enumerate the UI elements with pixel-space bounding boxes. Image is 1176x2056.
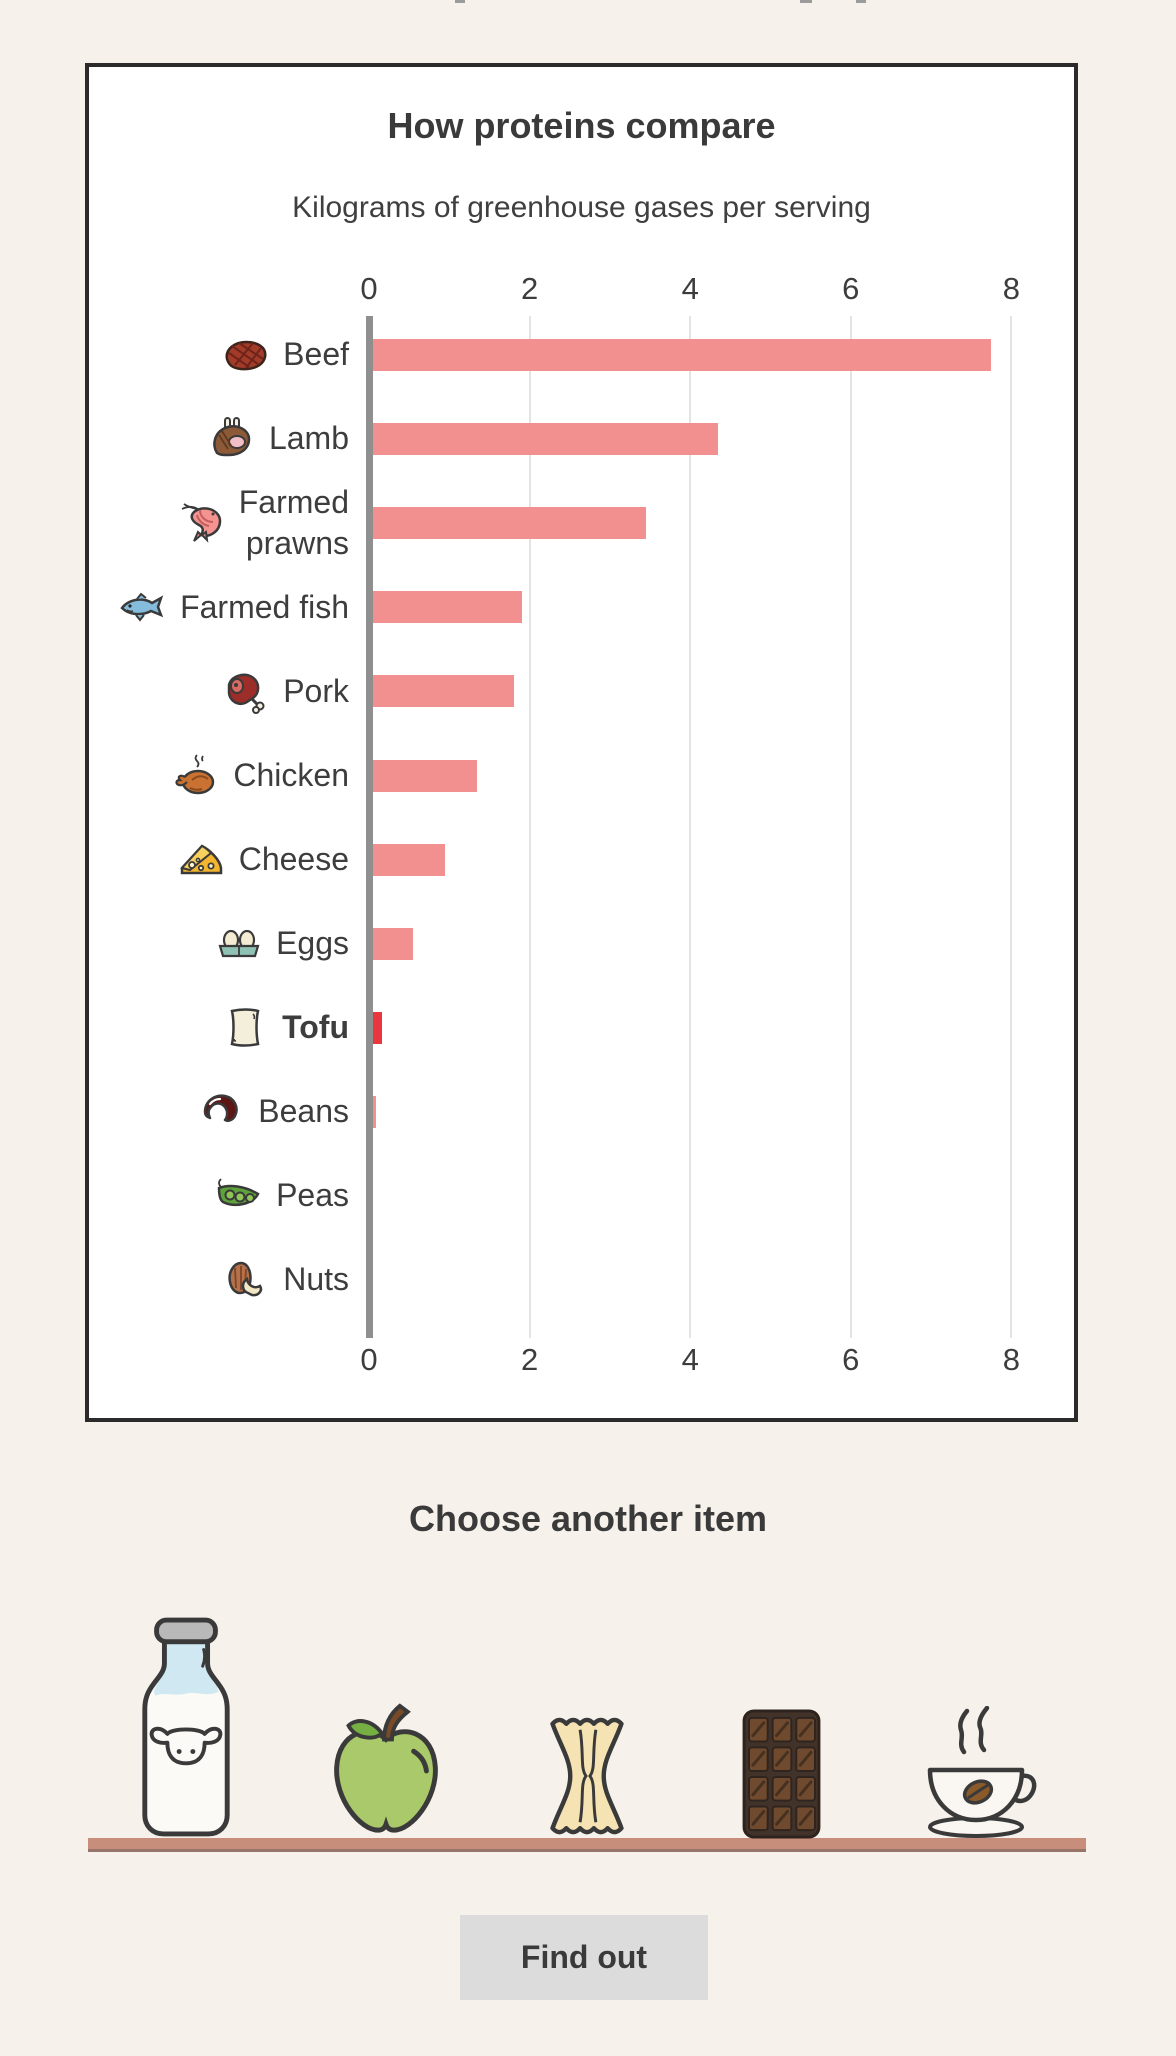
bean-icon — [197, 1088, 245, 1136]
row-label-farmed-fish: Farmed fish — [89, 565, 349, 649]
gridline-4 — [689, 316, 692, 1338]
bar-eggs — [373, 927, 414, 960]
shelf-item-milk-bottle[interactable] — [135, 1614, 237, 1840]
shelf-item-chocolate-bar[interactable] — [741, 1708, 822, 1840]
gridline-2 — [528, 316, 531, 1338]
chart-title: How proteins compare — [387, 105, 776, 146]
row-label-lamb: Lamb — [89, 397, 349, 481]
shelf-item-pasta[interactable] — [540, 1714, 632, 1840]
shelf-item-apple[interactable] — [326, 1700, 446, 1840]
category-label: Peas — [276, 1177, 349, 1214]
tofu-icon — [221, 1004, 269, 1052]
row-label-tofu: Tofu — [89, 986, 349, 1070]
row-label-beans: Beans — [89, 1070, 349, 1154]
row-label-chicken: Chicken — [89, 734, 349, 818]
eggs-icon — [215, 920, 263, 968]
row-label-farmed-prawns: Farmed prawns — [89, 481, 349, 565]
bar-chicken — [373, 759, 478, 792]
top-tick-label-0: 0 — [360, 271, 378, 306]
category-label: Farmed prawns — [238, 483, 349, 562]
category-label: Beef — [283, 336, 349, 373]
bottom-tick-label-4: 4 — [681, 1342, 699, 1377]
bar-pork — [373, 675, 514, 708]
plot-area: 0 0 2 2 4 4 6 6 8 8 Beef Lamb Farmed prawns Farmed fi… — [89, 67, 1074, 1418]
shelf — [88, 1838, 1086, 1852]
top-tick-label-2: 2 — [520, 271, 539, 306]
bar-beef — [373, 339, 992, 371]
category-label: Chicken — [233, 756, 349, 793]
row-label-pork: Pork — [89, 649, 349, 733]
category-label: Farmed fish — [180, 588, 349, 625]
cropped-text-remnant — [800, 0, 812, 3]
category-label: Lamb — [268, 420, 349, 457]
bar-lamb — [373, 423, 719, 456]
cropped-text-remnant — [455, 0, 465, 3]
chart-card: How proteins compare Kilograms of greenh… — [85, 63, 1078, 1422]
nuts-icon — [222, 1256, 270, 1304]
cheese-icon — [178, 836, 226, 884]
category-label: Beans — [258, 1093, 349, 1130]
bottom-tick-label-2: 2 — [520, 1342, 539, 1377]
row-label-eggs: Eggs — [89, 902, 349, 986]
row-label-nuts: Nuts — [89, 1238, 349, 1322]
cropped-text-remnant — [856, 0, 866, 3]
category-label: Eggs — [276, 924, 349, 961]
bottom-tick-label-8: 8 — [1002, 1342, 1021, 1377]
chooser-heading: Choose another item — [408, 1498, 768, 1539]
top-tick-label-6: 6 — [842, 271, 860, 306]
category-label: Tofu — [282, 1009, 349, 1045]
bar-farmed-prawns — [373, 507, 647, 540]
gridline-6 — [849, 316, 852, 1338]
prawn-icon — [178, 499, 226, 547]
chicken-icon — [172, 752, 220, 800]
bar-cheese — [373, 843, 446, 876]
top-tick-label-8: 8 — [1002, 271, 1021, 306]
bottom-tick-label-0: 0 — [360, 1342, 378, 1377]
shelf-item-coffee-cup[interactable] — [916, 1706, 1040, 1840]
chart-subtitle: Kilograms of greenhouse gases per servin… — [292, 191, 871, 224]
category-label: Cheese — [238, 840, 349, 877]
bar-tofu — [373, 1011, 382, 1044]
bottom-tick-label-6: 6 — [842, 1342, 860, 1377]
category-label: Pork — [283, 672, 349, 709]
gridline-8 — [1010, 316, 1013, 1338]
category-label: Nuts — [283, 1261, 349, 1298]
y-axis-line — [365, 316, 373, 1338]
find-out-button[interactable]: Find out — [460, 1915, 708, 2000]
lamb-icon — [208, 415, 256, 463]
peas-icon — [215, 1172, 263, 1220]
fish-icon — [119, 583, 167, 631]
row-label-cheese: Cheese — [89, 818, 349, 902]
row-label-beef: Beef — [89, 313, 349, 397]
top-tick-label-4: 4 — [681, 271, 699, 306]
bar-farmed-fish — [373, 591, 522, 624]
beef-icon — [222, 331, 270, 379]
row-label-peas: Peas — [89, 1154, 349, 1238]
pork-icon — [222, 667, 270, 715]
bar-beans — [373, 1095, 377, 1128]
